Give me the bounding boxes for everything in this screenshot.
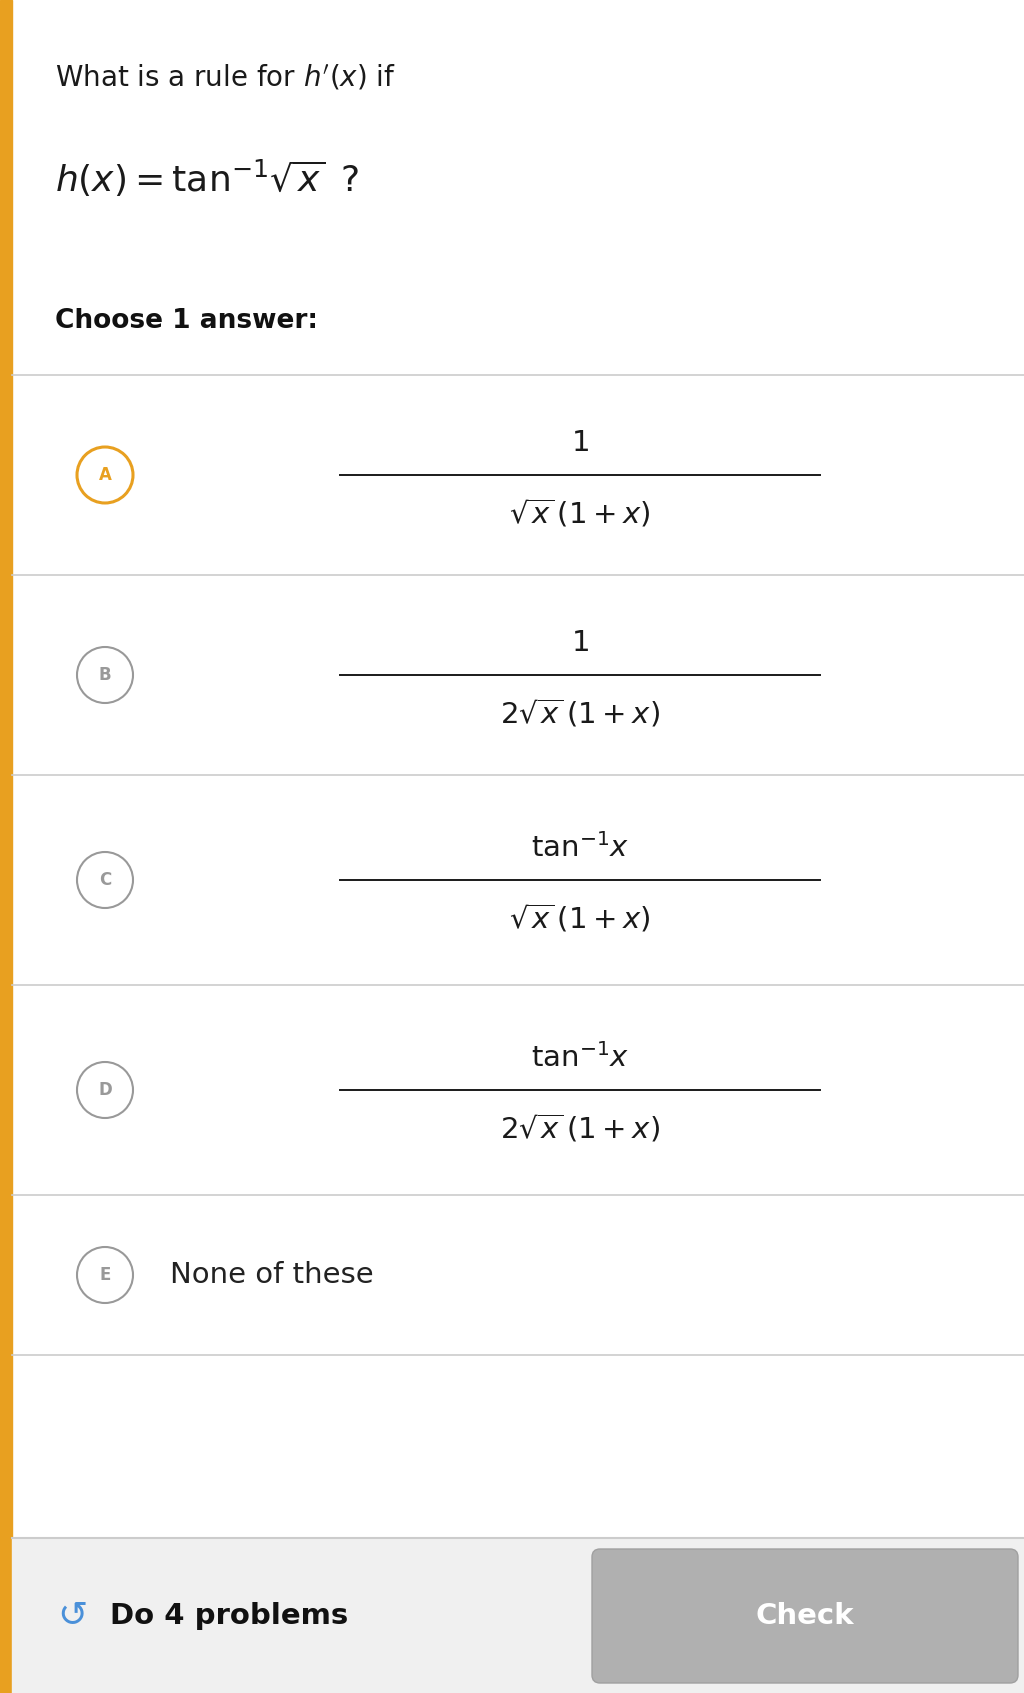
Text: A: A <box>98 466 112 484</box>
Text: $\tan^{-1}\!x$: $\tan^{-1}\!x$ <box>530 1043 629 1073</box>
Text: Do 4 problems: Do 4 problems <box>110 1602 348 1629</box>
Text: B: B <box>98 665 112 684</box>
Text: $\tan^{-1}\!x$: $\tan^{-1}\!x$ <box>530 833 629 863</box>
Bar <box>12 1537 1024 1693</box>
Text: None of these: None of these <box>170 1261 374 1288</box>
Text: $\sqrt{x}\,(1+x)$: $\sqrt{x}\,(1+x)$ <box>509 902 651 935</box>
Text: Choose 1 answer:: Choose 1 answer: <box>55 308 318 334</box>
Text: ↺: ↺ <box>57 1598 87 1632</box>
Text: $\mathit{h}(\mathit{x}) = \tan^{-1}\!\sqrt{\mathit{x}}\,$ ?: $\mathit{h}(\mathit{x}) = \tan^{-1}\!\sq… <box>55 157 359 200</box>
Text: $2\sqrt{x}\,(1+x)$: $2\sqrt{x}\,(1+x)$ <box>500 696 660 730</box>
Text: $2\sqrt{x}\,(1+x)$: $2\sqrt{x}\,(1+x)$ <box>500 1112 660 1144</box>
Text: $1$: $1$ <box>571 428 589 457</box>
Text: What is a rule for $\mathit{h}'(\mathit{x})$ if: What is a rule for $\mathit{h}'(\mathit{… <box>55 63 396 93</box>
Text: C: C <box>99 870 112 889</box>
Text: Check: Check <box>756 1602 854 1629</box>
Text: $\sqrt{x}\,(1+x)$: $\sqrt{x}\,(1+x)$ <box>509 496 651 530</box>
Text: D: D <box>98 1082 112 1099</box>
Bar <box>0 0 12 1693</box>
Text: E: E <box>99 1266 111 1283</box>
Text: $1$: $1$ <box>571 630 589 657</box>
FancyBboxPatch shape <box>592 1549 1018 1683</box>
